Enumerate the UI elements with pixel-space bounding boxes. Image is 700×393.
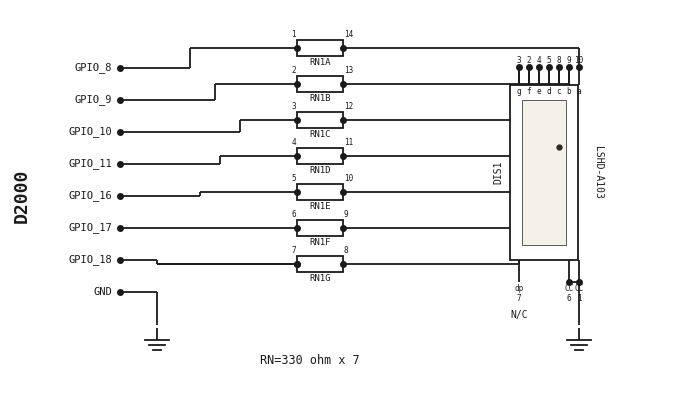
Text: CC: CC: [575, 284, 584, 293]
Text: GND: GND: [93, 287, 112, 297]
Text: 6: 6: [291, 210, 296, 219]
Bar: [297, 40, 343, 56]
Text: GPIO_17: GPIO_17: [69, 222, 112, 233]
Text: e: e: [537, 87, 541, 96]
Text: 4: 4: [291, 138, 296, 147]
Text: 5: 5: [291, 174, 296, 183]
Text: LSHD-A103: LSHD-A103: [593, 145, 603, 198]
Text: 11: 11: [344, 138, 354, 147]
Text: 5: 5: [547, 56, 552, 65]
Text: DIS1: DIS1: [493, 160, 503, 184]
Text: RN1F: RN1F: [309, 238, 330, 247]
Text: 7: 7: [517, 294, 522, 303]
Bar: [297, 148, 343, 164]
Text: RN1E: RN1E: [309, 202, 330, 211]
Text: dp: dp: [514, 284, 524, 293]
Text: 1: 1: [291, 30, 296, 39]
Text: 1: 1: [577, 294, 581, 303]
Text: 6: 6: [567, 294, 571, 303]
Bar: [297, 184, 343, 200]
Text: b: b: [567, 87, 571, 96]
Text: GPIO_9: GPIO_9: [74, 95, 112, 105]
Text: a: a: [577, 87, 581, 96]
Bar: [522, 100, 566, 245]
Text: c: c: [556, 87, 561, 96]
Text: GPIO_10: GPIO_10: [69, 127, 112, 138]
Text: GPIO_8: GPIO_8: [74, 62, 112, 73]
Text: 8: 8: [344, 246, 349, 255]
Text: 4: 4: [537, 56, 541, 65]
Text: f: f: [526, 87, 531, 96]
Text: RN1A: RN1A: [309, 58, 330, 67]
Text: d: d: [547, 87, 552, 96]
Text: 7: 7: [291, 246, 296, 255]
Text: RN1D: RN1D: [309, 166, 330, 175]
Text: 14: 14: [344, 30, 354, 39]
Bar: [297, 220, 343, 236]
Text: GPIO_16: GPIO_16: [69, 191, 112, 202]
Text: CC: CC: [564, 284, 573, 293]
Text: 10: 10: [344, 174, 354, 183]
Text: g: g: [517, 87, 522, 96]
Text: 2: 2: [526, 56, 531, 65]
Text: RN1C: RN1C: [309, 130, 330, 139]
Text: N/C: N/C: [510, 310, 528, 320]
Text: 10: 10: [575, 56, 584, 65]
Text: 12: 12: [344, 102, 354, 111]
Text: D2000: D2000: [13, 169, 31, 223]
Text: RN=330 ohm x 7: RN=330 ohm x 7: [260, 353, 360, 367]
Text: 3: 3: [517, 56, 522, 65]
Text: 9: 9: [567, 56, 571, 65]
Text: 2: 2: [291, 66, 296, 75]
Bar: [297, 112, 343, 128]
Text: 13: 13: [344, 66, 354, 75]
Bar: [297, 76, 343, 92]
Text: RN1B: RN1B: [309, 94, 330, 103]
Bar: [510, 85, 578, 260]
Text: 8: 8: [556, 56, 561, 65]
Text: GPIO_11: GPIO_11: [69, 158, 112, 169]
Text: RN1G: RN1G: [309, 274, 330, 283]
Bar: [297, 256, 343, 272]
Text: GPIO_18: GPIO_18: [69, 255, 112, 265]
Text: 9: 9: [344, 210, 349, 219]
Text: 3: 3: [291, 102, 296, 111]
